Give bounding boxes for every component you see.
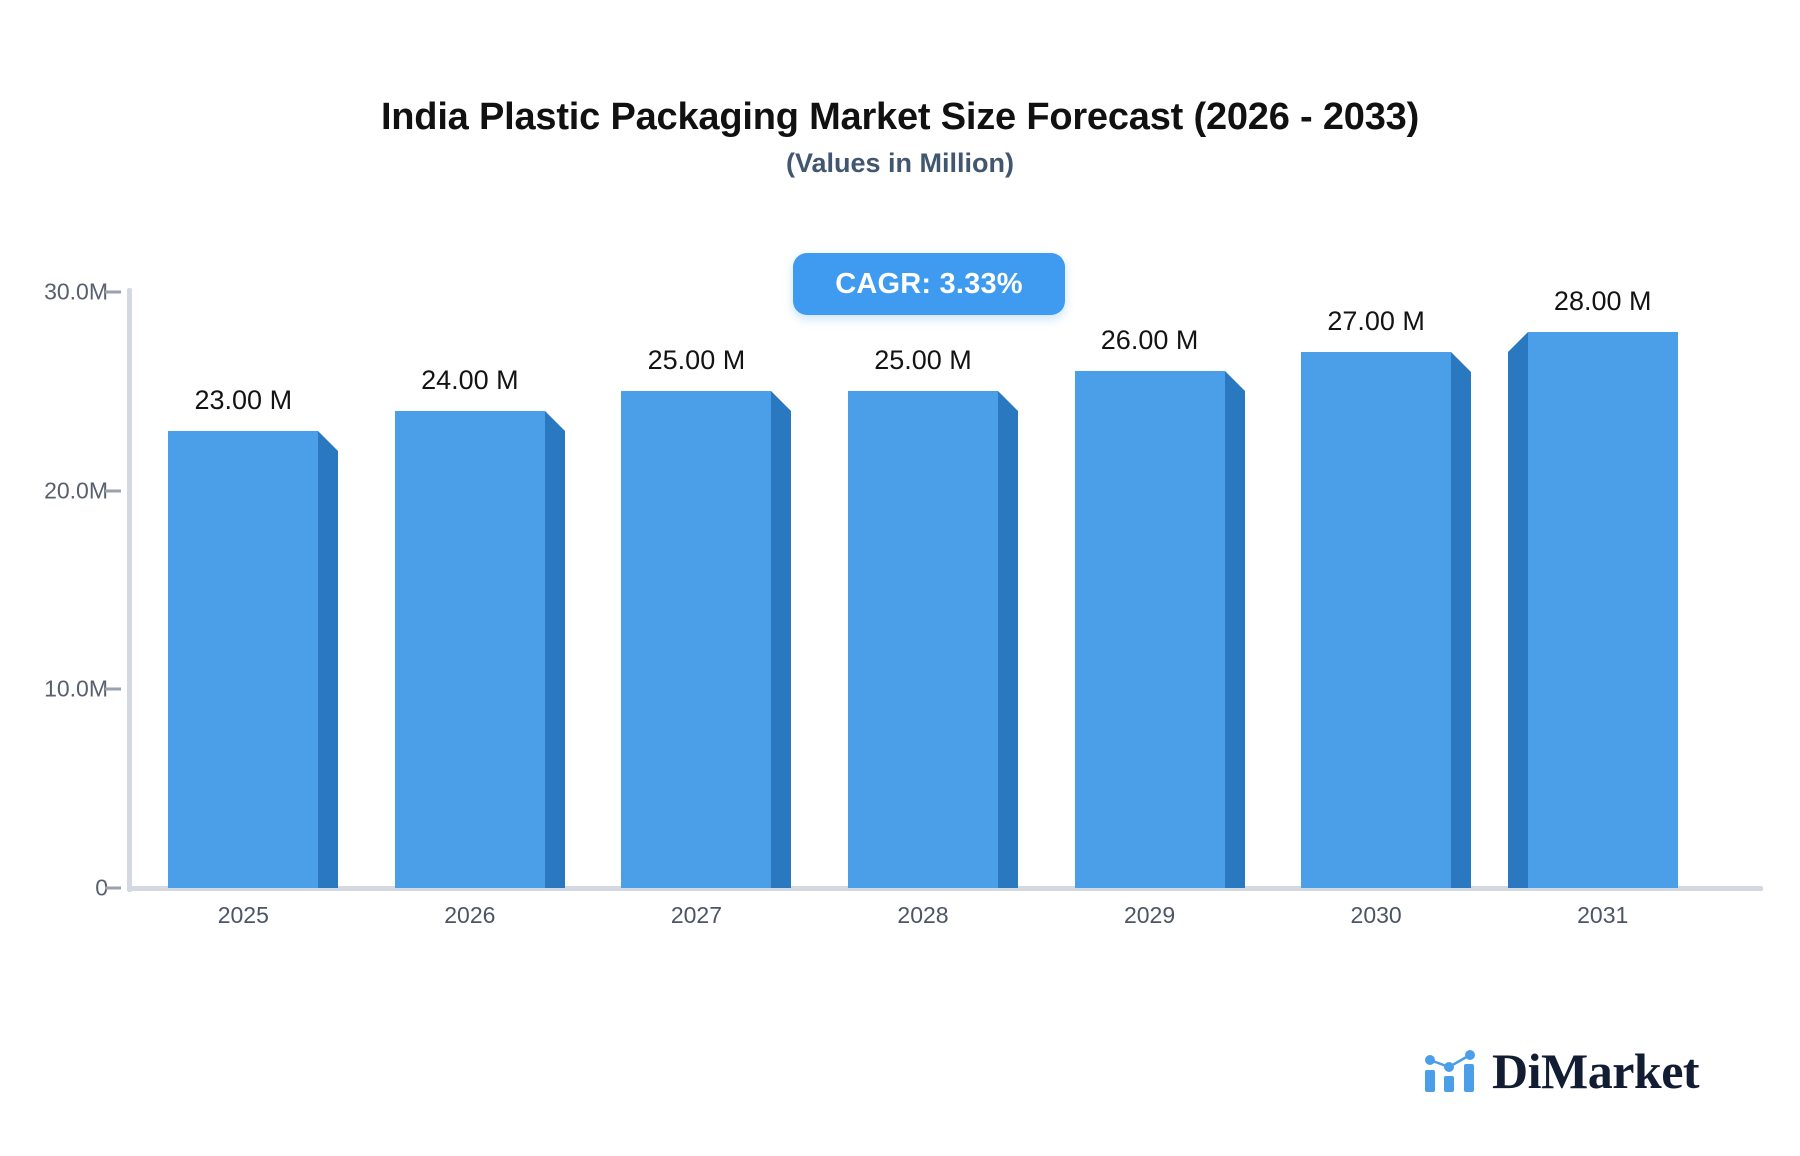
bar-2031[interactable] [1507,331,1678,888]
dimarket-logo: DiMarket [1424,1042,1700,1100]
bar-front-face [621,391,772,888]
x-axis-tick-label: 2026 [444,902,496,928]
bar-top-bevel [318,431,339,452]
x-axis-tick-label: 2027 [670,902,723,928]
bar-side-face [318,451,339,888]
chart-subtitle: (Values in Million) [785,148,1015,178]
bar-front-face [1074,371,1225,888]
bar-side-face [1507,351,1528,888]
bar-front-face [848,391,998,888]
bar-top-bevel [544,411,565,432]
bar-2030[interactable] [1301,351,1472,888]
bar-side-face [1224,391,1245,888]
bar-side-face [771,411,792,888]
bar-top-bevel [771,391,792,412]
bar-side-face [1451,371,1472,888]
x-axis-tick-label: 2025 [217,902,269,928]
plot-area [130,292,1716,888]
bar-value-label: 23.00 M [194,385,293,416]
bar-value-label: 26.00 M [1100,325,1199,356]
bar-front-face [168,431,319,888]
bar-top-bevel [1507,331,1528,352]
cagr-badge: CAGR: 3.33% [793,253,1065,315]
y-axis-tick-label: 20.0M [44,477,108,504]
x-axis-line [127,886,1763,891]
bar-top-bevel [1451,351,1472,372]
bar-side-face [544,431,565,888]
bar-2026[interactable] [394,411,565,888]
bar-side-face [998,411,1018,888]
y-axis-line [127,288,132,892]
bar-value-label: 24.00 M [421,365,519,396]
bar-2028[interactable] [848,391,1018,888]
bar-value-label: 25.00 M [874,345,972,376]
y-axis-tick-mark [105,290,121,294]
bar-value-label: 27.00 M [1327,305,1425,336]
y-axis-tick-mark [105,886,121,890]
bar-chart-logo-icon [1425,1050,1475,1092]
y-axis-tick-mark [105,489,121,493]
chart-title: India Plastic Packaging Market Size Fore… [380,96,1420,138]
x-axis-tick-label: 2028 [897,902,949,928]
bar-front-face [1301,351,1452,888]
y-axis-tick-label: 10.0M [44,675,108,702]
bar-2025[interactable] [168,431,339,888]
bar-value-label: 28.00 M [1553,285,1652,316]
bar-front-face [394,411,545,888]
cagr-badge-label: CAGR: 3.33% [835,267,1023,300]
x-axis-tick-label: 2030 [1350,902,1402,928]
bar-top-bevel [1224,371,1245,392]
x-axis-tick-label: 2031 [1577,902,1629,928]
logo-wordmark: DiMarket [1492,1043,1700,1099]
bar-2029[interactable] [1074,371,1245,888]
bar-value-label: 25.00 M [647,345,746,376]
y-axis-tick-label: 0 [95,874,108,901]
bar-front-face [1527,331,1678,888]
x-axis-tick-label: 2029 [1123,902,1176,928]
bar-2027[interactable] [621,391,792,888]
y-axis-tick-label: 30.0M [44,278,108,305]
bar-top-bevel [998,391,1018,412]
y-axis-tick-mark [105,687,121,691]
